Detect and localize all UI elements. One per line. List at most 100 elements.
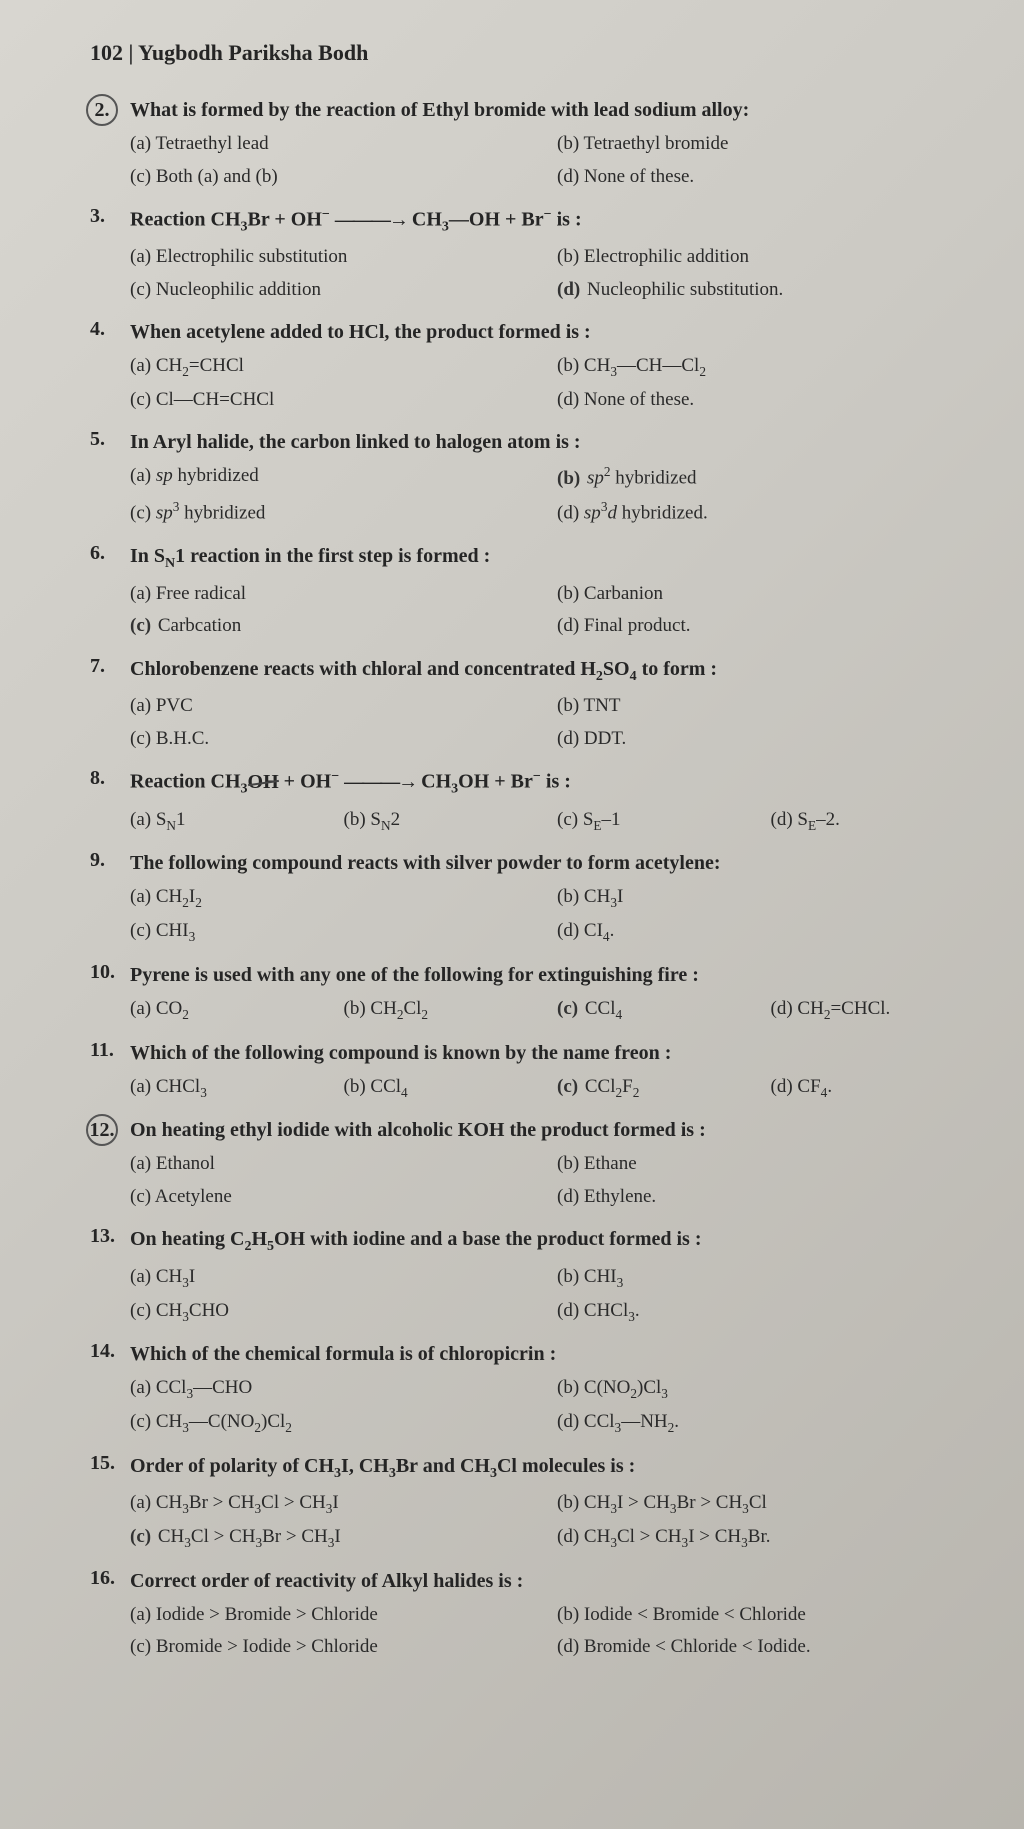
question-text: Pyrene is used with any one of the follo… — [130, 961, 964, 989]
option-a: (a) sp hybridized — [130, 462, 537, 493]
option-d: (d) CI4. — [557, 917, 964, 947]
question-number: 11. — [90, 1039, 114, 1062]
option-d: (d) DDT. — [557, 725, 964, 754]
options-grid: (a) Iodide > Bromide > Chloride(b) Iodid… — [130, 1601, 964, 1662]
options-grid: (a) CHCl3 (b) CCl4 (c) CCl2F2 (d) CF4. — [130, 1073, 964, 1103]
option-a: (a) CH2=CHCl — [130, 352, 537, 382]
question-text: Reaction CH3Br + OH− ———→ CH3—OH + Br− i… — [130, 205, 964, 237]
option-a: (a) PVC — [130, 692, 537, 721]
option-a: (a) SN1 — [130, 806, 324, 836]
option-d: (d) CHCl3. — [557, 1297, 964, 1327]
question-block: 5. In Aryl halide, the carbon linked to h… — [90, 428, 964, 528]
option-a: (a) CHCl3 — [130, 1073, 324, 1103]
question-block: 6.In SN1 reaction in the first step is f… — [90, 542, 964, 641]
option-d: (d) Ethylene. — [557, 1183, 964, 1212]
question-block: 4.When acetylene added to HCl, the produ… — [90, 318, 964, 414]
option-b: (b) C(NO2)Cl3 — [557, 1374, 964, 1404]
option-c: (c) CHI3 — [130, 917, 537, 947]
question-number: 4. — [90, 318, 105, 341]
option-a: (a) CO2 — [130, 995, 324, 1025]
option-d: (d) CH3Cl > CH3I > CH3Br. — [557, 1523, 964, 1553]
option-b: (b) Carbanion — [557, 580, 964, 609]
option-c: (c) CCl4 — [557, 995, 751, 1025]
option-d: (d) CH2=CHCl. — [771, 995, 965, 1025]
option-b: (b) CH2Cl2 — [344, 995, 538, 1025]
question-number: 10. — [90, 961, 115, 984]
option-a: (a) Tetraethyl lead — [130, 130, 537, 159]
question-number: 15. — [90, 1452, 115, 1475]
question-text: Chlorobenzene reacts with chloral and co… — [130, 655, 964, 687]
question-text: The following compound reacts with silve… — [130, 849, 964, 877]
question-number: 8. — [90, 767, 105, 790]
option-c: (c) Bromide > Iodide > Chloride — [130, 1633, 537, 1662]
option-b: (b) CH3—CH—Cl2 — [557, 352, 964, 382]
question-block: 8. Reaction CH3OH + OH− ———→ CH3OH + Br− … — [90, 767, 964, 835]
page-header: 102 | Yugbodh Pariksha Bodh — [90, 40, 964, 66]
option-a: (a) CCl3—CHO — [130, 1374, 537, 1404]
options-grid: (a) PVC(b) TNT(c) B.H.C.(d) DDT. — [130, 692, 964, 753]
options-grid: (a) CH2=CHCl(b) CH3—CH—Cl2(c) Cl—CH=CHCl… — [130, 352, 964, 414]
question-block: 16. Correct order of reactivity of Alkyl … — [90, 1567, 964, 1662]
question-block: 9.The following compound reacts with sil… — [90, 849, 964, 946]
question-text: Reaction CH3OH + OH− ———→ CH3OH + Br− is… — [130, 767, 964, 799]
option-c: (c) CH3—C(NO2)Cl2 — [130, 1408, 537, 1438]
question-text: Which of the chemical formula is of chlo… — [130, 1340, 964, 1368]
question-number: 12. — [86, 1114, 118, 1146]
question-text: On heating C2H5OH with iodine and a base… — [130, 1225, 964, 1257]
option-b: (b) CHI3 — [557, 1263, 964, 1293]
option-b: (b) CH3I > CH3Br > CH3Cl — [557, 1489, 964, 1519]
question-text: Which of the following compound is known… — [130, 1039, 964, 1067]
options-grid: (a) Tetraethyl lead(b) Tetraethyl bromid… — [130, 130, 964, 191]
option-d: (d) None of these. — [557, 163, 964, 192]
options-grid: (a) CO2 (b) CH2Cl2 (c) CCl4 (d) CH2=CHCl. — [130, 995, 964, 1025]
question-block: 12.On heating ethyl iodide with alcoholi… — [90, 1116, 964, 1211]
question-number: 16. — [90, 1567, 115, 1590]
option-a: (a) CH2I2 — [130, 883, 537, 913]
question-number: 2. — [86, 94, 118, 126]
options-grid: (a) Electrophilic substitution(b) Electr… — [130, 243, 964, 304]
option-c: (c) CCl2F2 — [557, 1073, 751, 1103]
option-d: (d) CF4. — [771, 1073, 965, 1103]
question-number: 3. — [90, 205, 105, 228]
question-number: 13. — [90, 1225, 115, 1248]
options-grid: (a) Free radical (b) Carbanion (c) Carbcat… — [130, 580, 964, 641]
option-b: (b) Ethane — [557, 1150, 964, 1179]
question-number: 7. — [90, 655, 105, 678]
option-a: (a) Free radical — [130, 580, 537, 609]
option-c: (c) B.H.C. — [130, 725, 537, 754]
question-number: 6. — [90, 542, 105, 565]
question-block: 3. Reaction CH3Br + OH− ———→ CH3—OH + Br−… — [90, 205, 964, 304]
question-block: 13. On heating C2H5OH with iodine and a b… — [90, 1225, 964, 1326]
option-c: (c) CH3Cl > CH3Br > CH3I — [130, 1523, 537, 1553]
option-a: (a) CH3Br > CH3Cl > CH3I — [130, 1489, 537, 1519]
option-c: (c) CH3CHO — [130, 1297, 537, 1327]
option-b: (b) Electrophilic addition — [557, 243, 964, 272]
question-number: 5. — [90, 428, 105, 451]
option-c: (c) Carbcation — [130, 612, 537, 641]
option-c: (c) sp3 hybridized — [130, 497, 537, 528]
question-block: 11. Which of the following compound is kn… — [90, 1039, 964, 1103]
option-d: (d) CCl3—NH2. — [557, 1408, 964, 1438]
option-b: (b) SN2 — [344, 806, 538, 836]
option-d: (d) Nucleophilic substitution. — [557, 276, 964, 305]
options-grid: (a) CH3Br > CH3Cl > CH3I (b) CH3I > CH3Br… — [130, 1489, 964, 1552]
option-d: (d) sp3d hybridized. — [557, 497, 964, 528]
question-text: Correct order of reactivity of Alkyl hal… — [130, 1567, 964, 1595]
options-grid: (a) CH2I2(b) CH3I(c) CHI3(d) CI4. — [130, 883, 964, 946]
options-grid: (a) SN1 (b) SN2 (c) SE–1 (d) SE–2. — [130, 806, 964, 836]
question-block: 7. Chlorobenzene reacts with chloral and … — [90, 655, 964, 754]
question-text: In Aryl halide, the carbon linked to hal… — [130, 428, 964, 456]
option-b: (b) Iodide < Bromide < Chloride — [557, 1601, 964, 1630]
question-text: On heating ethyl iodide with alcoholic K… — [130, 1116, 964, 1144]
option-c: (c) SE–1 — [557, 806, 751, 836]
option-d: (d) None of these. — [557, 386, 964, 415]
question-number: 14. — [90, 1340, 115, 1363]
option-b: (b) CCl4 — [344, 1073, 538, 1103]
option-c: (c) Both (a) and (b) — [130, 163, 537, 192]
option-a: (a) Ethanol — [130, 1150, 537, 1179]
questions-container: 2.What is formed by the reaction of Ethy… — [90, 96, 964, 1662]
option-d: (d) Bromide < Chloride < Iodide. — [557, 1633, 964, 1662]
option-b: (b) sp2 hybridized — [557, 462, 964, 493]
question-text: Order of polarity of CH3I, CH3Br and CH3… — [130, 1452, 964, 1484]
option-d: (d) SE–2. — [771, 806, 965, 836]
